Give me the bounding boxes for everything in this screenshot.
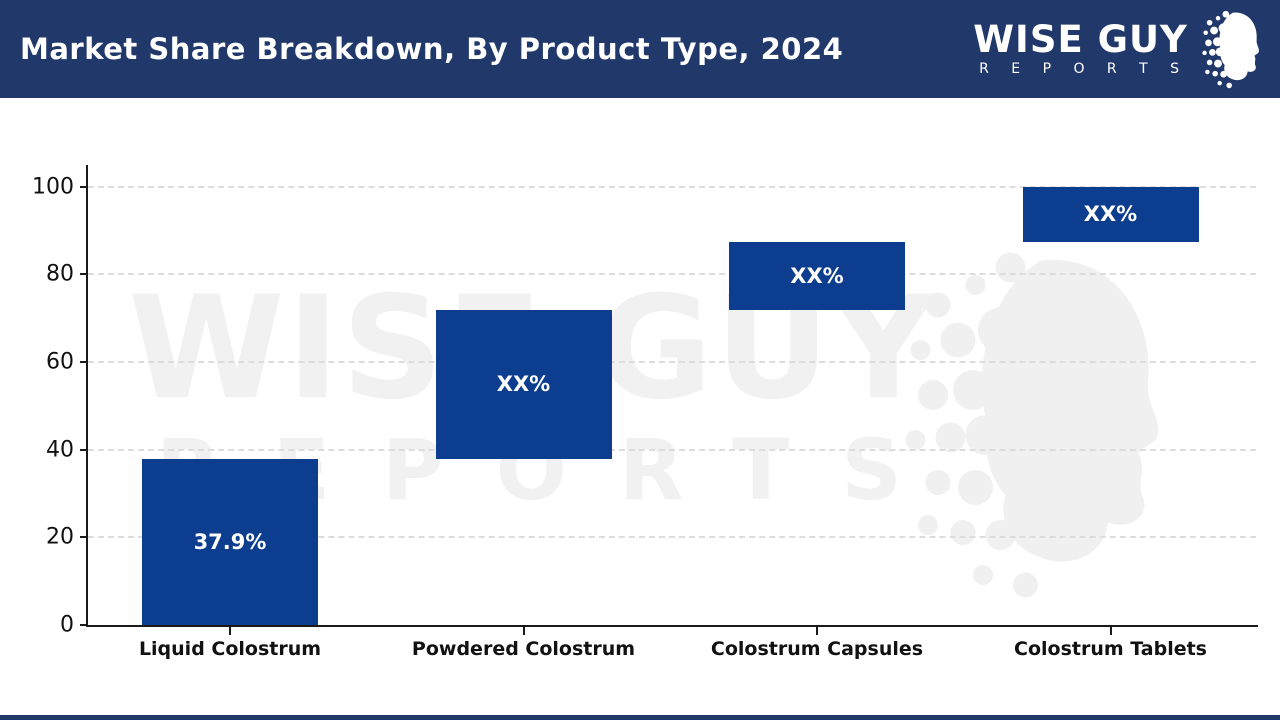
y-tick-mark-20 (80, 536, 88, 539)
bar-powdered-colostrum: XX% (435, 309, 612, 459)
bar-value-label-powdered-colostrum: XX% (496, 372, 551, 397)
brand-logo: WISE GUY R E P O R T S (973, 6, 1274, 92)
x-tick-mark-liquid-colostrum (229, 627, 231, 635)
bar-colostrum-capsules: XX% (729, 242, 905, 310)
footer-band (0, 715, 1280, 720)
category-label-liquid-colostrum: Liquid Colostrum (138, 638, 322, 660)
y-tick-mark-60 (80, 361, 88, 363)
brand-wordmark: WISE GUY R E P O R T S (973, 18, 1188, 78)
y-tick-label-40: 40 (46, 437, 74, 463)
bar-value-label-colostrum-tablets: XX% (1083, 202, 1138, 227)
category-label-powdered-colostrum: Powdered Colostrum (411, 638, 636, 660)
x-tick-mark-powdered-colostrum (522, 627, 525, 635)
y-tick-label-80: 80 (46, 261, 74, 287)
bar-colostrum-tablets: XX% (1022, 186, 1199, 243)
y-axis-spine (86, 164, 88, 627)
y-tick-mark-80 (80, 273, 88, 276)
y-tick-mark-0 (80, 624, 88, 626)
x-tick-mark-colostrum-tablets (1109, 627, 1112, 635)
gridline-100 (88, 185, 1256, 188)
y-tick-mark-40 (80, 448, 88, 451)
y-tick-label-20: 20 (46, 524, 74, 550)
brand-name: WISE GUY (973, 18, 1188, 61)
gridline-80 (88, 273, 1256, 276)
gridline-60 (88, 361, 1256, 363)
y-tick-mark-100 (80, 185, 88, 188)
y-tick-label-100: 100 (32, 174, 74, 200)
y-tick-label-60: 60 (46, 349, 74, 375)
header-band: Market Share Breakdown, By Product Type,… (0, 0, 1280, 98)
category-label-colostrum-capsules: Colostrum Capsules (710, 638, 924, 660)
bar-value-label-liquid-colostrum: 37.9% (193, 529, 267, 554)
x-tick-mark-colostrum-capsules (816, 627, 818, 635)
bar-value-label-colostrum-capsules: XX% (790, 264, 844, 289)
y-tick-label-0: 0 (60, 612, 74, 638)
bar-liquid-colostrum: 37.9% (142, 458, 318, 625)
x-axis-spine (86, 625, 1258, 627)
gridline-20 (88, 536, 1256, 539)
category-label-colostrum-tablets: Colostrum Tablets (1014, 638, 1207, 660)
gridline-40 (88, 448, 1256, 451)
page-title: Market Share Breakdown, By Product Type,… (20, 32, 844, 66)
brand-subtitle: R E P O R T S (979, 61, 1188, 77)
